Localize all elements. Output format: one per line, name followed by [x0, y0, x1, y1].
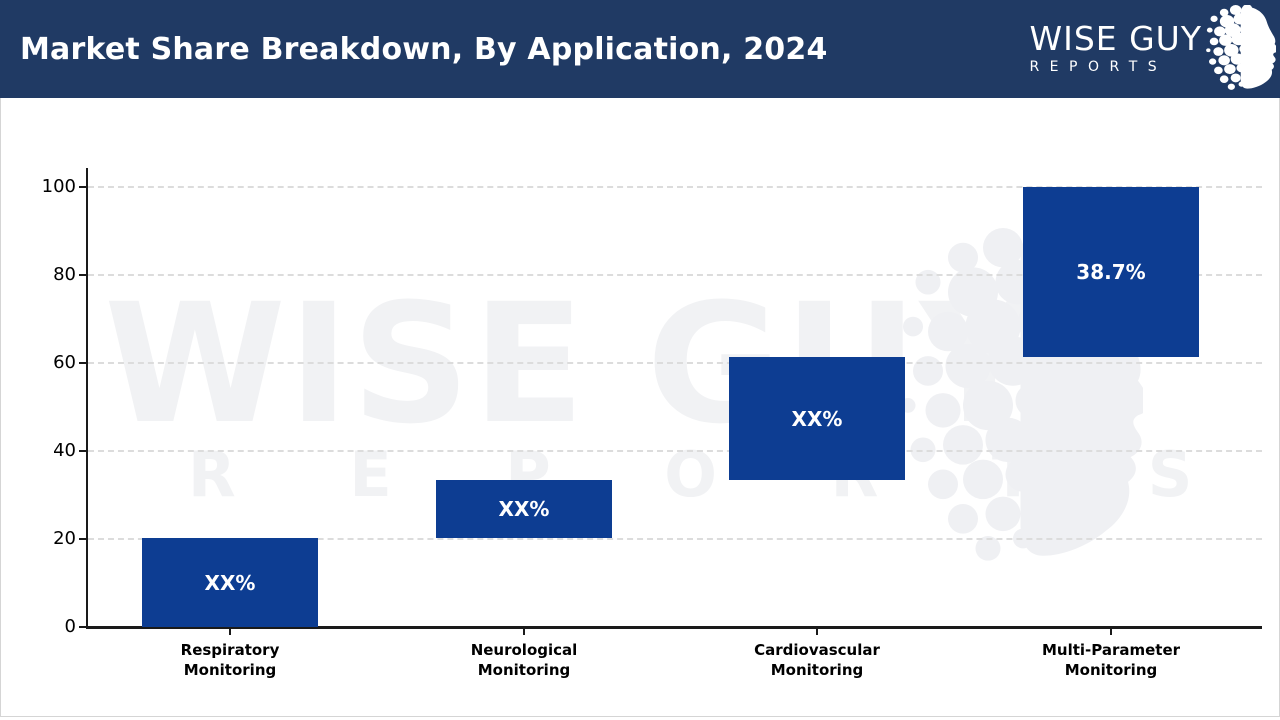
x-axis-tick	[1110, 629, 1112, 635]
logo-subtext: REPORTS	[1029, 59, 1168, 75]
x-axis-tick	[816, 629, 818, 635]
bar-value-label: XX%	[498, 497, 550, 522]
y-axis-line	[86, 168, 88, 629]
bar-segment: XX%	[142, 538, 318, 627]
bar-segment: XX%	[729, 357, 905, 481]
logo-text: WISE GUY REPORTS	[1029, 19, 1202, 76]
bar-segment: XX%	[436, 480, 612, 539]
gridline	[88, 538, 1262, 540]
logo-wordmark: WISE GUY	[1029, 19, 1202, 58]
bar-value-label: XX%	[791, 406, 843, 431]
header: Market Share Breakdown, By Application, …	[0, 0, 1280, 98]
x-category-label: Respiratory Monitoring	[180, 641, 280, 679]
bar-value-label: 38.7%	[1076, 260, 1146, 285]
y-tick-label: 60	[53, 352, 76, 373]
x-category-label: Multi-Parameter Monitoring	[1041, 641, 1181, 679]
y-tick-label: 100	[41, 176, 76, 197]
y-axis-tick	[79, 362, 87, 364]
y-tick-label: 80	[53, 264, 76, 285]
gridline	[88, 362, 1262, 364]
page-title: Market Share Breakdown, By Application, …	[20, 31, 828, 67]
y-tick-label: 20	[53, 528, 76, 549]
y-axis-tick	[79, 450, 87, 452]
logo-head-dots-icon	[1206, 5, 1276, 90]
x-axis-tick	[229, 629, 231, 635]
y-axis-tick	[79, 626, 87, 628]
x-category-label: Neurological Monitoring	[470, 641, 578, 679]
gridline	[88, 274, 1262, 276]
y-tick-label: 0	[64, 616, 76, 637]
x-axis-tick	[523, 629, 525, 635]
gridline	[88, 186, 1262, 188]
bar-value-label: XX%	[204, 570, 256, 595]
y-axis-tick	[79, 186, 87, 188]
wiseguy-logo: WISE GUY REPORTS	[1024, 0, 1276, 98]
y-tick-label: 40	[53, 440, 76, 461]
y-axis-tick	[79, 538, 87, 540]
y-axis-tick	[79, 274, 87, 276]
bar-segment: 38.7%	[1023, 187, 1199, 358]
x-axis-line	[86, 626, 1262, 629]
x-category-label: Cardiovascular Monitoring	[754, 641, 880, 679]
gridline	[88, 450, 1262, 452]
